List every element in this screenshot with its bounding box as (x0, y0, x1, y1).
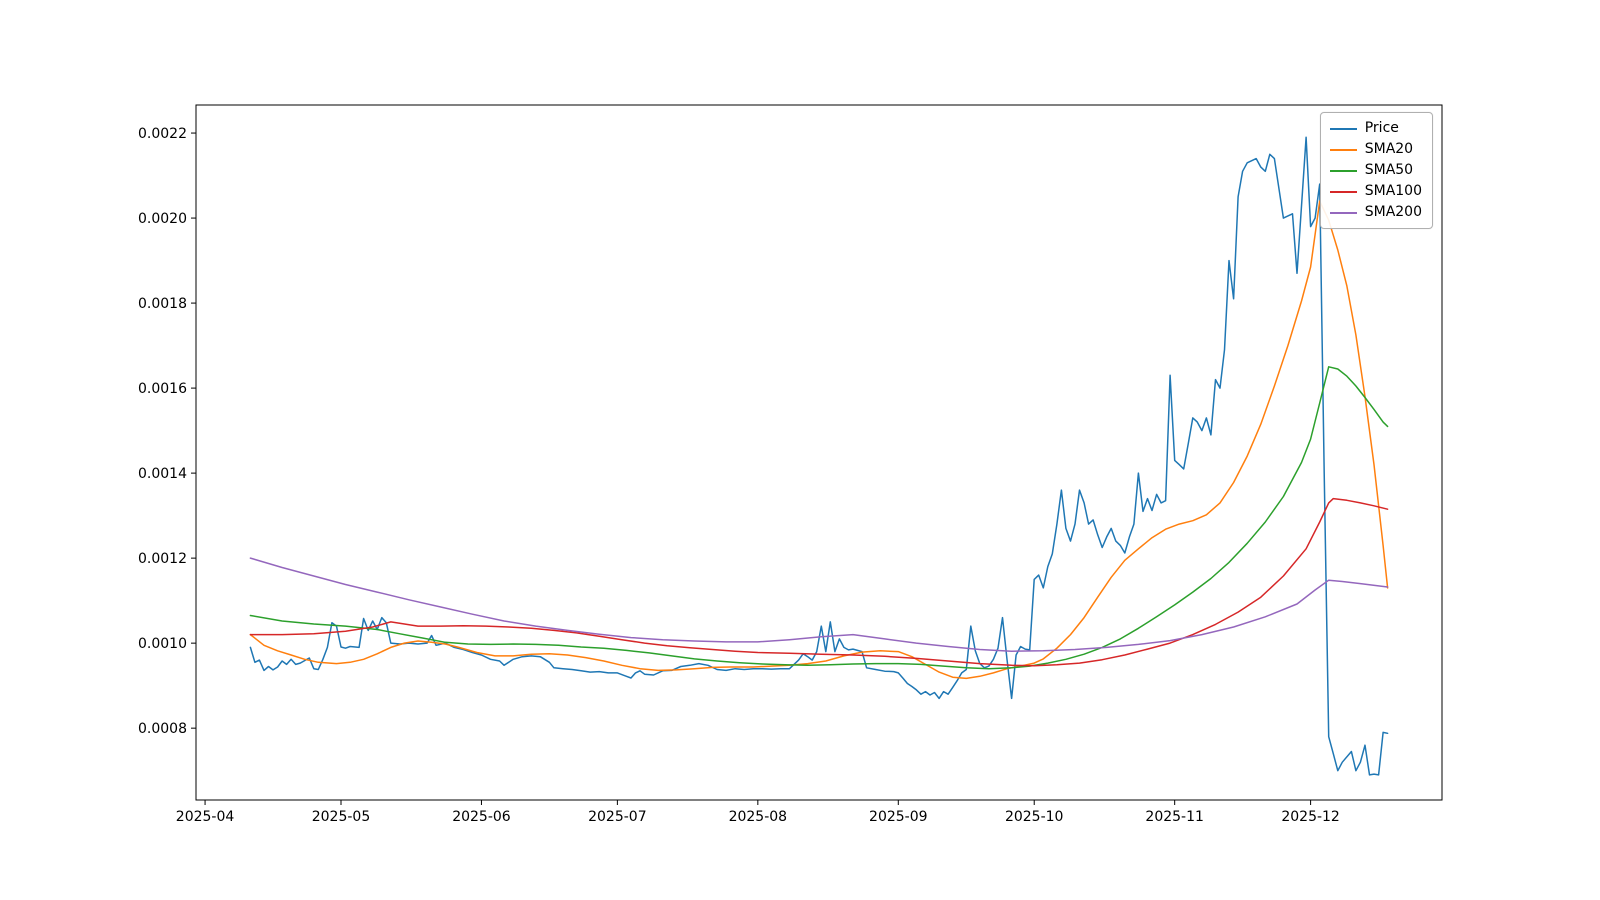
series-line-sma50 (249, 366, 1389, 670)
legend-item-sma200: SMA200 (1329, 202, 1422, 223)
y-tick-label: 0.0010 (138, 636, 187, 652)
sma100-line-swatch-icon (1329, 190, 1357, 193)
y-tick-label: 0.0018 (138, 296, 187, 312)
series-line-sma20 (249, 200, 1389, 680)
sma20-line-swatch-icon (1329, 148, 1357, 151)
y-tick-label: 0.0020 (138, 211, 187, 227)
sma50-line-swatch-icon (1329, 169, 1357, 172)
y-tick-label: 0.0012 (138, 551, 187, 567)
x-tick-label: 2025-08 (729, 809, 788, 825)
legend-item-sma50: SMA50 (1329, 160, 1422, 181)
legend-label: SMA200 (1364, 204, 1422, 220)
legend-label: SMA20 (1364, 141, 1414, 157)
y-tick-label: 0.0022 (138, 126, 187, 142)
legend-item-sma20: SMA20 (1329, 139, 1422, 160)
x-tick-label: 2025-11 (1145, 809, 1204, 825)
legend-label: SMA50 (1364, 162, 1414, 178)
series-line-sma200 (249, 557, 1389, 652)
axes-frame (195, 104, 1443, 801)
y-tick-label: 0.0016 (138, 381, 187, 397)
x-tick-label: 2025-07 (588, 809, 647, 825)
legend-label: Price (1364, 120, 1399, 136)
x-tick-label: 2025-10 (1005, 809, 1064, 825)
y-tick-label: 0.0008 (138, 721, 187, 737)
legend: Price SMA20 SMA50 SMA100 SMA200 (1319, 112, 1433, 229)
legend-item-price: Price (1329, 118, 1422, 139)
legend-item-sma100: SMA100 (1329, 181, 1422, 202)
x-tick-label: 2025-06 (452, 809, 511, 825)
x-tick-label: 2025-04 (176, 809, 235, 825)
x-tick-label: 2025-09 (869, 809, 928, 825)
y-tick-label: 0.0014 (138, 466, 187, 482)
price-line-swatch-icon (1329, 127, 1357, 130)
x-tick-label: 2025-05 (312, 809, 371, 825)
series-line-price (249, 136, 1389, 776)
legend-label: SMA100 (1364, 183, 1422, 199)
x-tick-label: 2025-12 (1281, 809, 1340, 825)
sma200-line-swatch-icon (1329, 211, 1357, 214)
series-line-sma100 (249, 497, 1389, 667)
